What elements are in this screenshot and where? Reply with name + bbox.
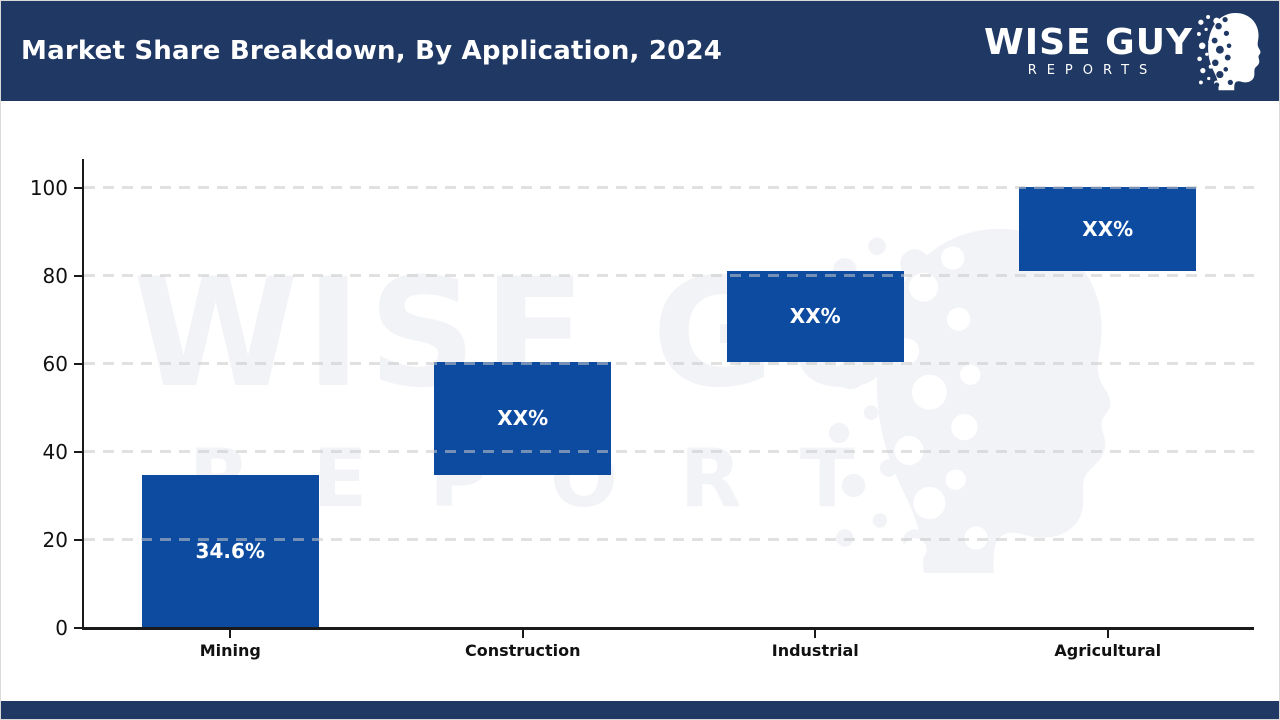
y-tick-label-0: 0 [55,616,68,640]
bar-value-label: XX% [497,406,549,431]
x-label-mining: Mining [199,641,261,660]
y-tick-60 [74,363,82,365]
y-tick-label-60: 60 [42,352,68,376]
x-label-construction: Construction [464,641,581,660]
wiseguy-logo: WISE GUY REPORTS [984,9,1267,93]
gridline-100 [84,186,1254,189]
x-tick-industrial [814,630,817,638]
bar-value-label: XX% [1082,216,1134,241]
gridline-80 [84,274,1254,277]
gridline-20 [84,538,1254,541]
bar-value-label: XX% [789,304,841,329]
gridline-40 [84,450,1254,453]
x-label-industrial: Industrial [771,641,859,660]
x-label-agricultural: Agricultural [1054,641,1162,660]
bar-industrial [726,270,904,362]
y-tick-40 [74,451,82,453]
bar-value-label: 34.6% [195,538,265,563]
x-tick-mining [229,630,232,638]
x-tick-agricultural [1106,630,1109,638]
y-tick-80 [74,275,82,277]
y-tick-label-20: 20 [42,528,68,552]
y-tick-label-100: 100 [29,176,68,200]
y-tick-100 [74,187,82,189]
y-tick-label-40: 40 [42,440,68,464]
bar-mining [141,474,319,627]
gridline-60 [84,362,1254,365]
y-tick-label-80: 80 [42,264,68,288]
header-bar: Market Share Breakdown, By Application, … [1,1,1279,101]
logo-subtext: REPORTS [1027,63,1158,79]
chart-title: Market Share Breakdown, By Application, … [21,36,723,66]
logo-wordmark: WISE GUY [983,21,1193,63]
y-tick-20 [74,539,82,541]
x-axis-line [82,627,1254,630]
logo-text: WISE GUY REPORTS [983,21,1193,79]
footer-bar [1,701,1279,719]
bar-agricultural [1019,187,1197,271]
y-axis-line [82,159,84,630]
y-tick-0 [74,627,82,629]
wiseguy-head-icon [1196,13,1261,91]
x-tick-construction [521,630,524,638]
bar-construction [434,361,612,475]
